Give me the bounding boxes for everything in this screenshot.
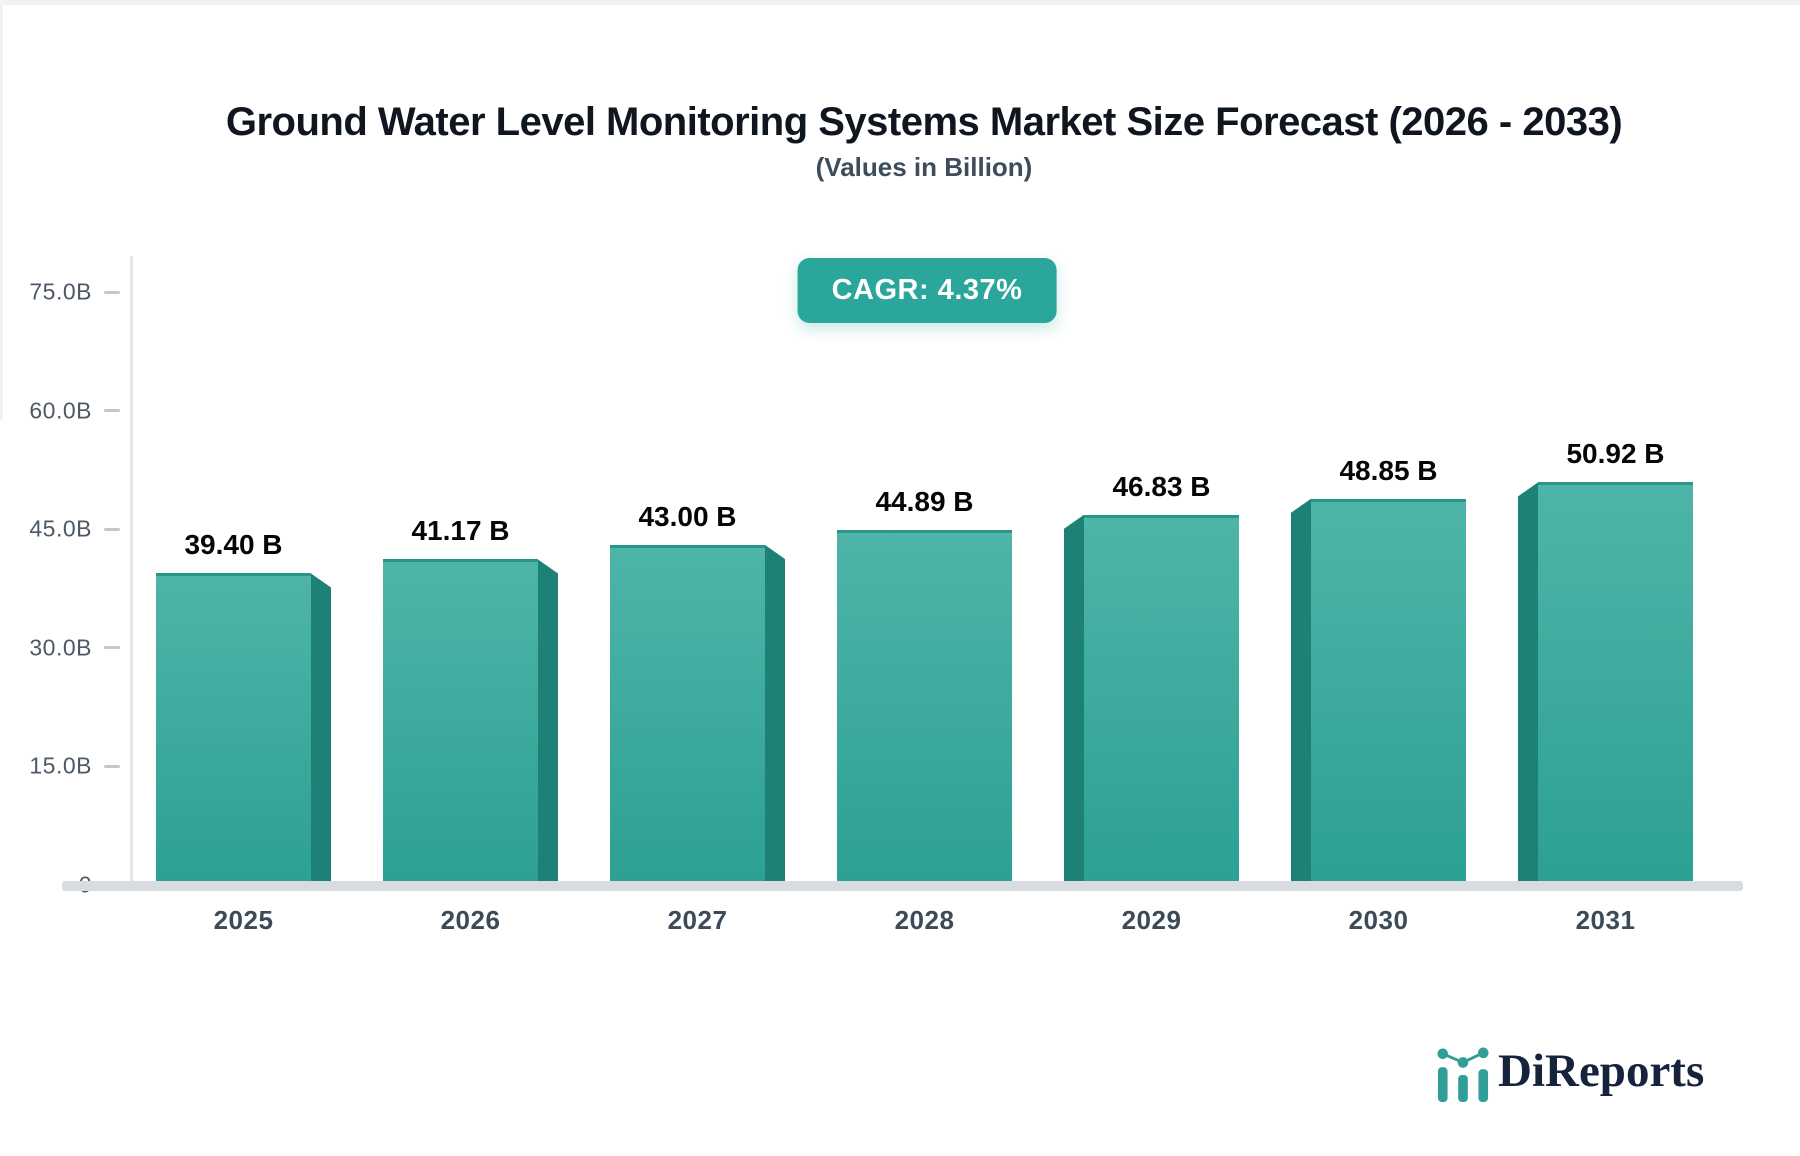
bar-2028 xyxy=(837,530,1012,890)
mini-bar-line-chart-icon xyxy=(1437,1047,1489,1102)
bar-2025 xyxy=(156,573,311,890)
x-axis-label-2031: 2031 xyxy=(1575,905,1636,935)
bar-value-label-2027: 43.00 B xyxy=(638,501,737,532)
x-axis-baseline xyxy=(62,881,1743,891)
bar-side-face-2025 xyxy=(311,573,331,890)
bar-side-face-2029 xyxy=(1064,514,1084,890)
bar-top-edge xyxy=(610,545,765,548)
bar-top-edge xyxy=(1538,482,1693,486)
bar-2031 xyxy=(1538,482,1693,890)
bar-top-edge xyxy=(1311,498,1466,502)
bar-side-face-2031 xyxy=(1518,482,1538,890)
bar-2027 xyxy=(610,545,765,890)
x-axis-label-2028: 2028 xyxy=(894,905,955,935)
bar-side-face-2030 xyxy=(1291,498,1311,890)
bar-top-edge xyxy=(383,559,538,563)
x-axis-label-2025: 2025 xyxy=(213,905,274,935)
x-axis-label-2026: 2026 xyxy=(440,905,501,935)
x-axis-label-2030: 2030 xyxy=(1348,905,1409,935)
brand-logo: DiReports xyxy=(1436,1043,1704,1104)
bar-value-label-2031: 50.92 B xyxy=(1566,438,1665,470)
y-tick-mark-2 xyxy=(104,527,120,531)
frame-strip-top xyxy=(0,0,1800,5)
y-tick-label-1: 60.0B xyxy=(29,397,92,424)
x-axis-label-2027: 2027 xyxy=(667,905,728,935)
y-tick-mark-0 xyxy=(104,290,120,294)
bar-side-face-2026 xyxy=(538,559,558,890)
y-tick-label-0: 75.0B xyxy=(29,278,92,305)
y-tick-mark-4 xyxy=(104,764,120,768)
bar-top-edge xyxy=(837,530,1012,534)
bar-value-label-2028: 44.89 B xyxy=(875,486,974,518)
bar-2030 xyxy=(1311,498,1466,890)
bar-top-edge xyxy=(1084,514,1239,518)
y-axis-line xyxy=(130,256,133,891)
y-tick-mark-3 xyxy=(104,646,120,650)
bar-2029 xyxy=(1084,514,1239,890)
y-tick-mark-1 xyxy=(104,409,120,413)
bar-value-label-2029: 46.83 B xyxy=(1112,470,1211,502)
bar-value-label-2030: 48.85 B xyxy=(1339,454,1438,486)
brand-logo-text: DiReports xyxy=(1498,1045,1705,1097)
cagr-badge: CAGR: 4.37% xyxy=(797,258,1057,323)
bar-2026 xyxy=(383,559,538,890)
cagr-badge-label: CAGR: 4.37% xyxy=(831,274,1023,306)
y-tick-label-3: 30.0B xyxy=(29,634,92,661)
bar-value-label-2026: 41.17 B xyxy=(411,515,510,547)
y-tick-label-4: 15.0B xyxy=(29,752,92,779)
y-tick-label-2: 45.0B xyxy=(29,515,92,542)
chart-title: Ground Water Level Monitoring Systems Ma… xyxy=(225,100,1623,144)
bar-side-face-2027 xyxy=(765,545,785,890)
x-axis-label-2029: 2029 xyxy=(1121,905,1182,935)
frame-strip-left xyxy=(0,0,3,420)
chart-subtitle: (Values in Billion) xyxy=(815,152,1033,182)
bar-top-edge xyxy=(156,573,311,577)
bar-value-label-2025: 39.40 B xyxy=(184,529,283,561)
